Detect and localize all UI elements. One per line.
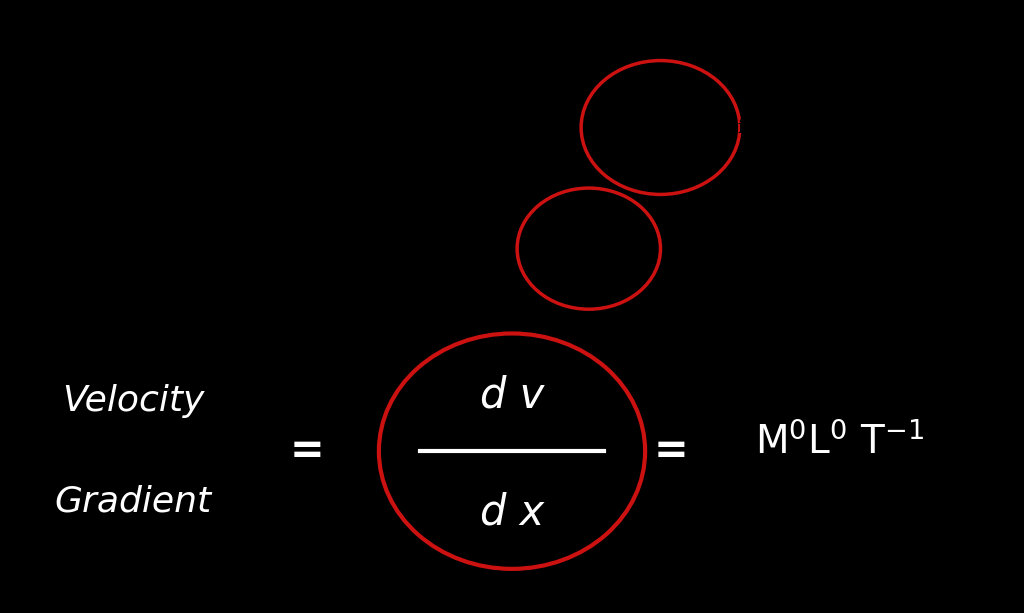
Text: d v: d v [480,375,544,416]
Text: Velocity: Velocity [61,384,205,418]
Text: 17.: 17. [39,29,74,47]
Text: $\int_a^b ydx$: $\int_a^b ydx$ [553,225,625,273]
Text: Reason (R): Dimensions of: Reason (R): Dimensions of [133,240,413,257]
Text: =: = [290,430,325,472]
Text: is $\mathrm{M^0L^2T^0}$.: is $\mathrm{M^0L^2T^0}$. [676,238,772,259]
Text: =: = [653,430,688,472]
Text: 2: 2 [48,132,65,154]
Text: Assertion (A): If x and y are the distance along x and y axes: Assertion (A): If x and y are the distan… [133,29,756,47]
Text: $d^3y$: $d^3y$ [642,92,679,118]
Text: d x: d x [480,492,544,534]
Text: $\mathrm{M^0 L^0\ T^{-1}}$: $\mathrm{M^0 L^0\ T^{-1}}$ [755,422,925,462]
Text: is $\mathrm{M^0L^{-2}T^0}$.: is $\mathrm{M^0L^{-2}T^0}$. [737,116,845,139]
Text: respectively then the dimensions of: respectively then the dimensions of [133,118,507,137]
Text: Gradient: Gradient [54,484,212,518]
Text: $dx^3$: $dx^3$ [643,142,678,164]
